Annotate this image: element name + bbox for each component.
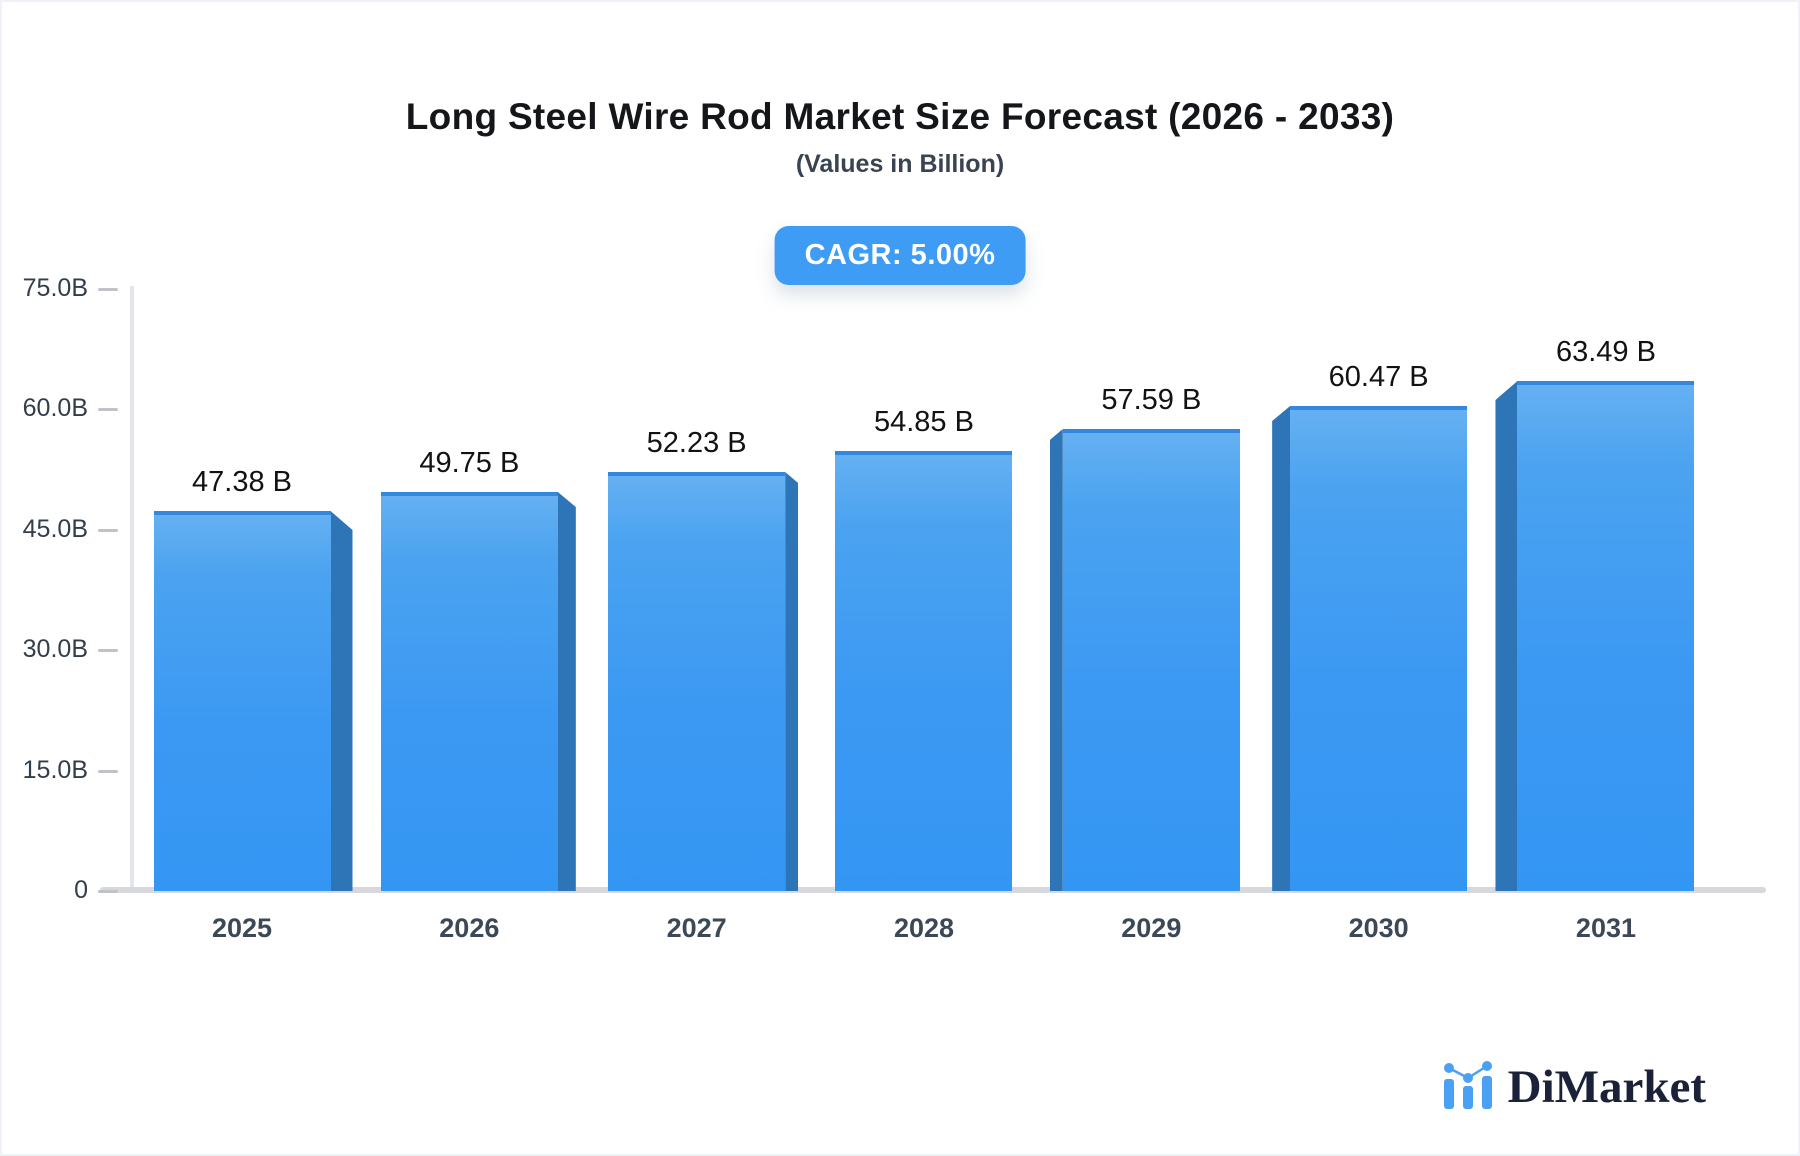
bar-value-label: 47.38 B (192, 466, 292, 498)
y-axis-tick-label: 60.0B (22, 394, 88, 423)
x-axis-label: 2026 (439, 913, 500, 943)
bar (1495, 381, 1695, 891)
page-title: Long Steel Wire Rod Market Size Forecast… (405, 96, 1395, 137)
x-axis-label: 2031 (1575, 913, 1636, 943)
y-axis-tick-mark (98, 649, 118, 653)
bar-side-face (785, 472, 799, 891)
bar (835, 451, 1013, 891)
chart-bars-icon (1443, 1061, 1492, 1109)
cagr-badge: CAGR: 5.00% (774, 226, 1026, 285)
bar-front-face (608, 472, 786, 891)
x-axis-label: 2030 (1348, 913, 1409, 943)
x-axis-label: 2028 (893, 913, 955, 943)
bar-front-face (1517, 381, 1695, 891)
x-axis-label: 2027 (666, 913, 727, 943)
bar-front-face (835, 451, 1013, 891)
plot-area: 47.38 B 2025 49.75 B 2026 52.23 B 2027 54.85 B… (132, 289, 1780, 943)
y-axis-tick-label: 0 (74, 876, 88, 904)
bar-value-label: 52.23 B (646, 427, 747, 459)
bar (608, 472, 799, 891)
bar-front-face (380, 492, 558, 891)
page-subtitle: (Values in Billion) (795, 150, 1005, 178)
y-axis-tick-label: 15.0B (22, 755, 88, 784)
bar-front-face (1290, 406, 1468, 891)
bar-value-label: 63.49 B (1555, 336, 1656, 368)
bar (153, 511, 353, 891)
x-axis-label: 2025 (211, 913, 273, 943)
y-axis-tick-mark (98, 288, 118, 291)
y-axis-line (130, 286, 134, 890)
bar (1049, 429, 1240, 891)
bar-front-face (1062, 429, 1240, 891)
y-axis-tick-mark (98, 890, 118, 893)
bar-value-label: 60.47 B (1328, 361, 1429, 393)
bar-value-label: 57.59 B (1101, 384, 1202, 416)
y-axis-tick-label: 45.0B (22, 514, 88, 543)
x-axis-label: 2029 (1121, 913, 1182, 943)
brand-name: DiMarket (1507, 1061, 1706, 1113)
bar-front-face (153, 511, 331, 891)
y-axis-tick-label: 30.0B (22, 635, 88, 664)
y-axis-tick-label: 75.0B (22, 274, 88, 302)
bar-value-label: 54.85 B (873, 406, 974, 438)
y-axis-tick-mark (98, 528, 118, 532)
bar (380, 492, 576, 891)
bar-side-face (1495, 381, 1518, 891)
bar-side-face (1272, 406, 1291, 891)
y-axis-tick-mark (98, 408, 118, 412)
bar-side-face (330, 511, 353, 891)
bar-value-label: 49.75 B (419, 447, 520, 479)
bar-side-face (1049, 429, 1063, 891)
bar (1272, 406, 1468, 891)
brand-logo: DiMarket (1442, 1060, 1706, 1114)
y-axis-tick-mark (98, 769, 118, 773)
bar-side-face (557, 492, 576, 891)
